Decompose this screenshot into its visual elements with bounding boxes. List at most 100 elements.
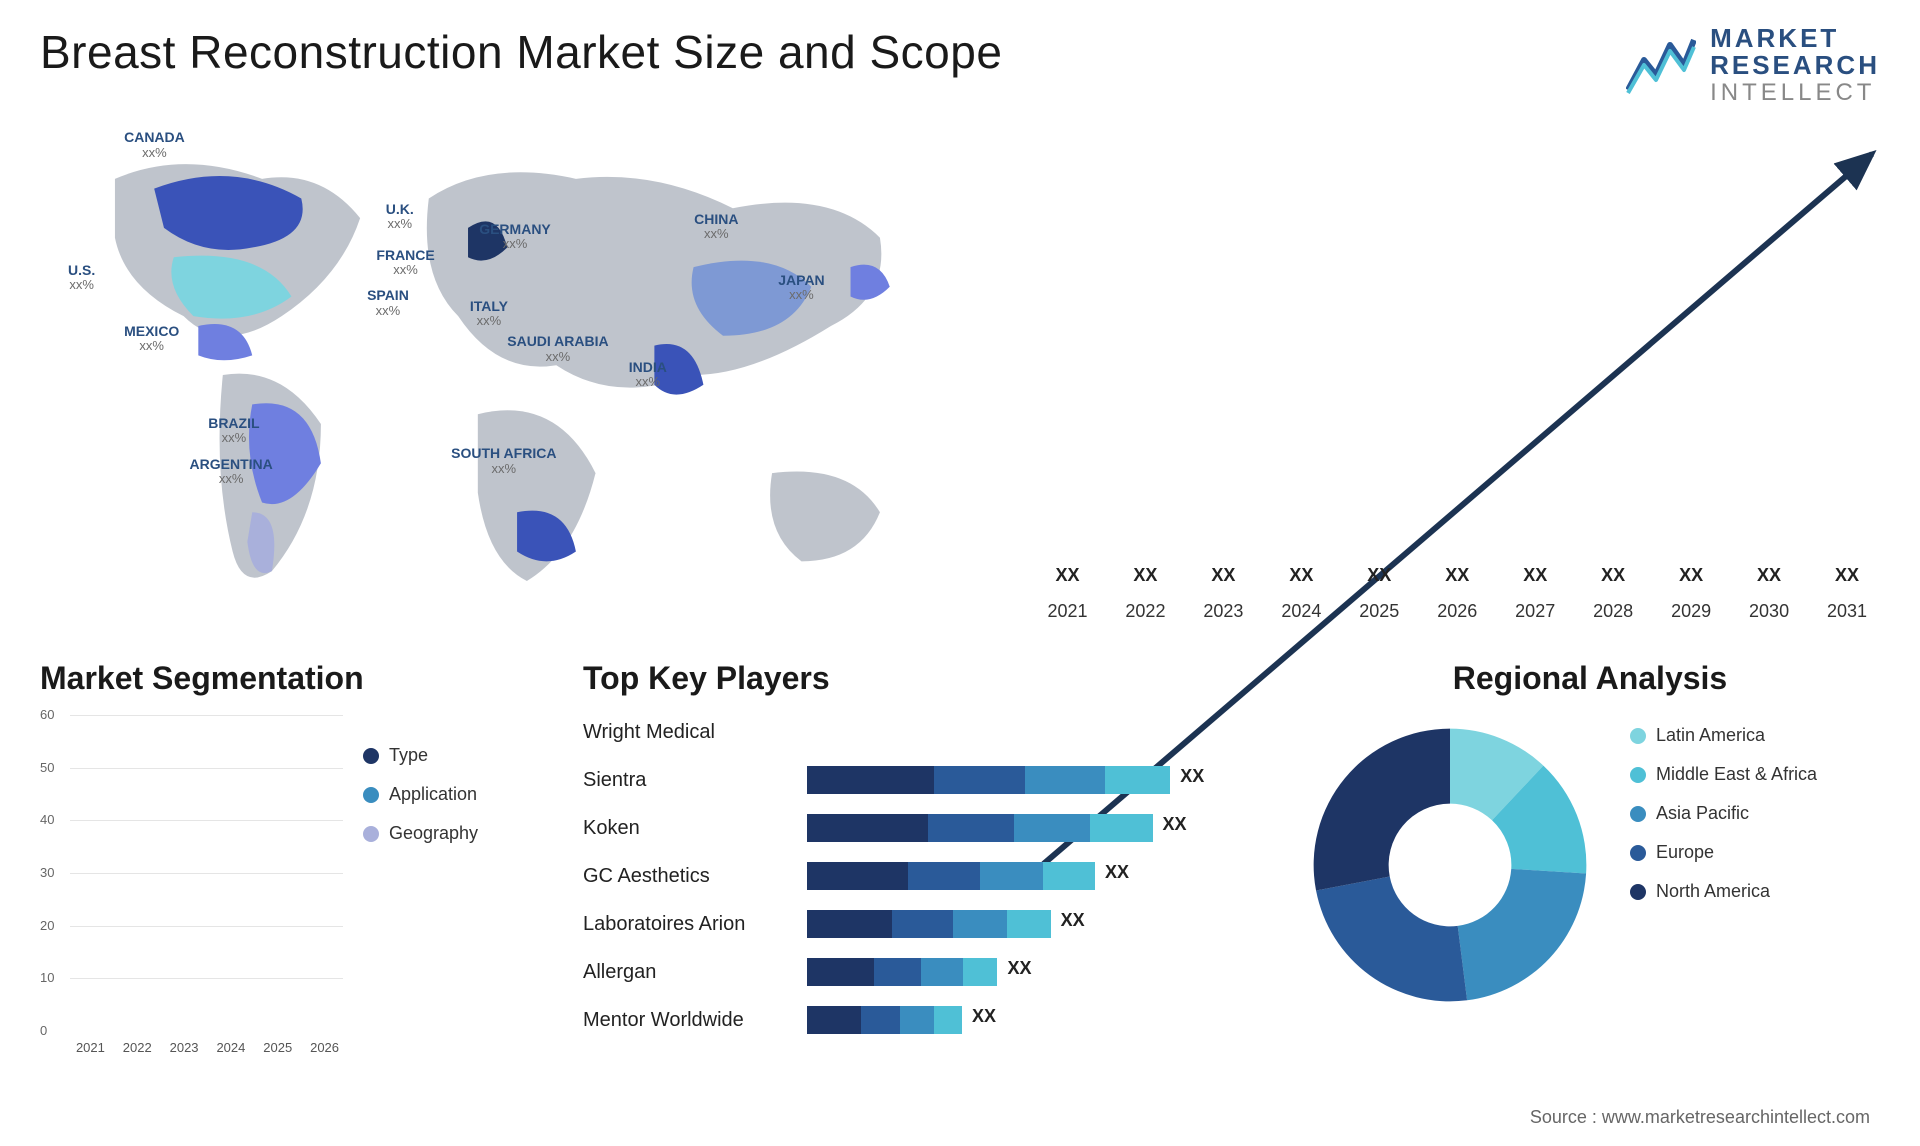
growth-bar-label: XX [1289, 565, 1313, 586]
map-label: MEXICOxx% [124, 324, 179, 354]
player-name: Laboratoires Arion [583, 913, 793, 936]
player-bar: XX [807, 1006, 1250, 1034]
player-bar: XX [807, 910, 1250, 938]
map-label: ARGENTINAxx% [190, 457, 273, 487]
growth-bar-label: XX [1055, 565, 1079, 586]
player-value: XX [972, 1006, 996, 1034]
player-value: XX [1163, 814, 1187, 842]
player-row: Koken XX [583, 811, 1250, 845]
map-label: ITALYxx% [470, 299, 508, 329]
map-label: INDIAxx% [629, 360, 667, 390]
map-label: GERMANYxx% [479, 222, 551, 252]
segmentation-legend-item: Type [363, 745, 533, 766]
growth-year-label: 2029 [1658, 601, 1724, 622]
player-name: Koken [583, 817, 793, 840]
regional-legend-item: Latin America [1630, 725, 1817, 746]
growth-bar: XX [1814, 565, 1880, 590]
growth-chart-panel: XX XX XX XX XX XX XX XX XX XX XX 2021 2022 2023 2024 2… [1035, 120, 1881, 630]
player-name: Allergan [583, 961, 793, 984]
seg-ytick: 30 [40, 865, 54, 880]
map-label: FRANCExx% [376, 248, 434, 278]
player-name: GC Aesthetics [583, 865, 793, 888]
growth-bar-label: XX [1601, 565, 1625, 586]
player-bar: XX [807, 958, 1250, 986]
donut-slice [1314, 729, 1450, 891]
regional-legend: Latin America Middle East & Africa Asia Pa… [1630, 715, 1817, 902]
growth-year-label: 2022 [1112, 601, 1178, 622]
growth-year-label: 2025 [1346, 601, 1412, 622]
growth-bar: XX [1658, 565, 1724, 590]
player-row: SientraXX [583, 763, 1250, 797]
world-map-panel: CANADAxx%U.S.xx%MEXICOxx%BRAZILxx%ARGENT… [40, 120, 975, 630]
seg-year-label: 2024 [212, 1040, 249, 1055]
growth-year-label: 2021 [1035, 601, 1101, 622]
key-players-panel: Top Key Players Wright Medical SientraXX K… [583, 660, 1250, 1096]
player-value: XX [1180, 766, 1204, 794]
seg-year-label: 2025 [259, 1040, 296, 1055]
logo-line3: INTELLECT [1710, 80, 1880, 105]
bottom-row: Market Segmentation 01020304050602021202… [40, 660, 1880, 1096]
world-map-svg [40, 120, 975, 630]
source-line: Source : www.marketresearchintellect.com [1530, 1107, 1870, 1128]
regional-analysis-panel: Regional Analysis Latin America Middle Ea… [1300, 660, 1880, 1096]
growth-bar-label: XX [1835, 565, 1859, 586]
growth-bar-label: XX [1445, 565, 1469, 586]
growth-bar: XX [1424, 565, 1490, 590]
seg-ytick: 50 [40, 760, 54, 775]
segmentation-chart: 0102030405060202120222023202420252026 [40, 715, 343, 1055]
growth-year-label: 2026 [1424, 601, 1490, 622]
seg-ytick: 40 [40, 812, 54, 827]
donut-slice [1316, 876, 1467, 1001]
player-row: Laboratoires Arion XX [583, 907, 1250, 941]
player-name: Mentor Worldwide [583, 1009, 793, 1032]
map-label: CHINAxx% [694, 212, 738, 242]
top-row: CANADAxx%U.S.xx%MEXICOxx%BRAZILxx%ARGENT… [40, 120, 1880, 630]
growth-year-label: 2027 [1502, 601, 1568, 622]
regional-donut-chart [1300, 715, 1600, 1015]
regional-legend-item: Middle East & Africa [1630, 764, 1817, 785]
growth-year-label: 2030 [1736, 601, 1802, 622]
market-segmentation-panel: Market Segmentation 01020304050602021202… [40, 660, 533, 1096]
growth-bar-label: XX [1367, 565, 1391, 586]
seg-ytick: 10 [40, 970, 54, 985]
growth-year-label: 2028 [1580, 601, 1646, 622]
growth-bar: XX [1502, 565, 1568, 590]
logo-line1: MARKET [1710, 25, 1880, 52]
regional-legend-item: Europe [1630, 842, 1817, 863]
seg-ytick: 60 [40, 707, 54, 722]
seg-year-label: 2022 [119, 1040, 156, 1055]
map-label: SOUTH AFRICAxx% [451, 446, 556, 476]
segmentation-legend: TypeApplicationGeography [363, 715, 533, 844]
segmentation-title: Market Segmentation [40, 660, 533, 697]
growth-bar: XX [1736, 565, 1802, 590]
growth-bar: XX [1346, 565, 1412, 590]
segmentation-legend-item: Geography [363, 823, 533, 844]
player-row: Allergan XX [583, 955, 1250, 989]
player-bar [807, 718, 1250, 746]
growth-bar-label: XX [1211, 565, 1235, 586]
player-bar: XX [807, 814, 1250, 842]
map-label: JAPANxx% [778, 273, 824, 303]
growth-bar: XX [1268, 565, 1334, 590]
growth-year-label: 2031 [1814, 601, 1880, 622]
growth-chart: XX XX XX XX XX XX XX XX XX XX XX 2021 2022 2023 2024 2… [1035, 120, 1881, 630]
player-bar: XX [807, 862, 1250, 890]
brand-logo: MARKET RESEARCH INTELLECT [1626, 25, 1880, 105]
key-players-title: Top Key Players [583, 660, 1250, 697]
seg-ytick: 20 [40, 918, 54, 933]
growth-bar: XX [1580, 565, 1646, 590]
growth-bar: XX [1035, 565, 1101, 590]
player-value: XX [1105, 862, 1129, 890]
regional-legend-item: North America [1630, 881, 1817, 902]
growth-year-label: 2023 [1190, 601, 1256, 622]
player-value: XX [1061, 910, 1085, 938]
regional-legend-item: Asia Pacific [1630, 803, 1817, 824]
player-row: Mentor Worldwide XX [583, 1003, 1250, 1037]
growth-year-label: 2024 [1268, 601, 1334, 622]
map-label: BRAZILxx% [208, 416, 259, 446]
player-row: Wright Medical [583, 715, 1250, 749]
regional-title: Regional Analysis [1300, 660, 1880, 697]
map-label: SPAINxx% [367, 288, 409, 318]
growth-bar: XX [1112, 565, 1178, 590]
map-label: SAUDI ARABIAxx% [507, 334, 608, 364]
